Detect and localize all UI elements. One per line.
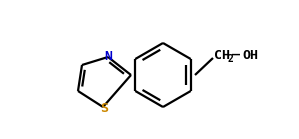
Text: OH: OH <box>242 49 258 61</box>
Text: S: S <box>100 101 108 115</box>
Text: 2: 2 <box>228 54 234 64</box>
Text: —: — <box>233 48 240 61</box>
Text: CH: CH <box>214 49 230 61</box>
Text: N: N <box>104 49 112 63</box>
